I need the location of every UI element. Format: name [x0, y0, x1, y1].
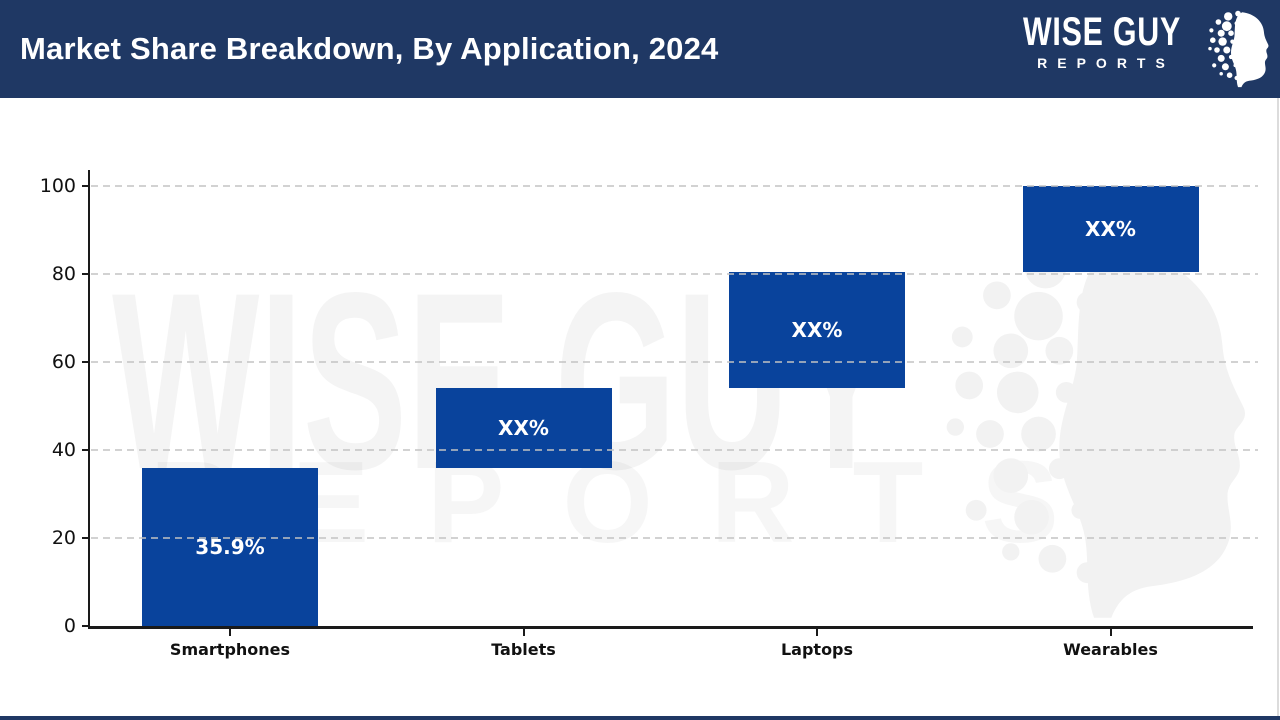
y-tick-mark — [82, 273, 90, 275]
logo-wordmark: WISE GUY — [1022, 10, 1182, 54]
x-tick-mark — [816, 629, 818, 636]
x-tick-mark — [1109, 629, 1112, 636]
y-tick-label: 20 — [51, 527, 76, 549]
x-tick-mark — [229, 629, 231, 636]
category-label-wearables: Wearables — [1063, 640, 1158, 659]
wiseguy-logo: WISE GUY REPORTS — [998, 10, 1206, 71]
gridline-40 — [91, 449, 1258, 451]
header: Market Share Breakdown, By Application, … — [0, 0, 1280, 98]
bar-tablets: XX% — [435, 388, 612, 469]
y-tick-label: 100 — [39, 175, 76, 197]
gridline-100 — [91, 185, 1258, 187]
logo-subtext: REPORTS — [1037, 55, 1175, 71]
right-edge-divider — [1277, 98, 1279, 716]
bar-value-label: XX% — [791, 318, 843, 343]
category-label-smartphones: Smartphones — [169, 640, 291, 659]
x-axis — [88, 626, 1253, 629]
y-tick-mark — [82, 625, 90, 627]
y-tick-mark — [82, 361, 90, 363]
wiseguy-head-icon — [1198, 8, 1278, 92]
y-tick-label: 40 — [51, 439, 76, 461]
bottom-accent-bar — [0, 716, 1280, 720]
bar-smartphones: 35.9% — [142, 468, 318, 626]
gridline-80 — [91, 273, 1258, 275]
y-tick-label: 0 — [63, 615, 76, 637]
y-tick-label: 60 — [51, 351, 76, 373]
gridline-60 — [91, 361, 1258, 363]
bar-laptops: XX% — [729, 271, 905, 389]
bar-wearables: XX% — [1022, 186, 1199, 272]
bar-value-label: XX% — [1085, 216, 1136, 241]
y-tick-label: 80 — [51, 263, 76, 285]
bar-value-label: XX% — [498, 416, 549, 441]
x-tick-mark — [522, 629, 525, 636]
y-tick-mark — [82, 449, 90, 451]
category-label-laptops: Laptops — [780, 640, 854, 659]
gridline-20 — [91, 537, 1258, 539]
y-axis — [88, 170, 90, 629]
page-title: Market Share Breakdown, By Application, … — [20, 31, 719, 66]
y-tick-mark — [82, 537, 90, 539]
bar-value-label: 35.9% — [195, 535, 265, 559]
category-label-tablets: Tablets — [491, 640, 556, 659]
y-tick-mark — [82, 185, 90, 187]
